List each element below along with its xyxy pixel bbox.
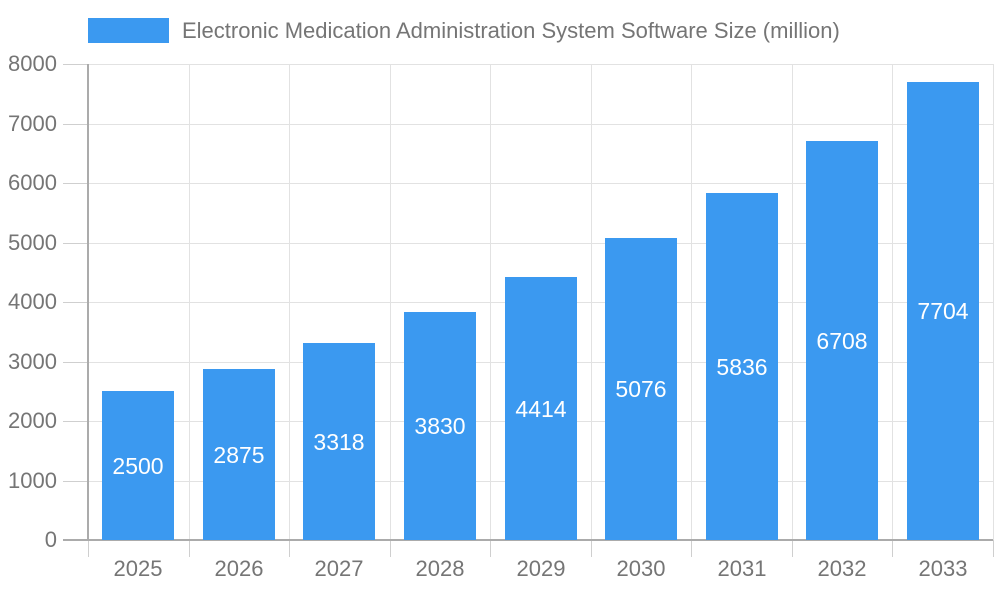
x-axis-label: 2029 [516, 556, 566, 581]
y-axis-label: 2000 [8, 408, 57, 433]
v-gridline [993, 64, 994, 540]
bar[interactable] [605, 238, 677, 540]
x-tick [189, 540, 190, 557]
bar[interactable] [404, 312, 476, 540]
bar-value-label: 2875 [213, 442, 265, 468]
x-tick [289, 540, 290, 557]
bar[interactable] [706, 193, 778, 540]
h-gridline [88, 64, 993, 65]
bar[interactable] [102, 391, 174, 540]
h-gridline [88, 183, 993, 184]
x-axis-label: 2033 [918, 556, 968, 581]
y-axis-label: 1000 [8, 468, 57, 493]
y-tick [63, 243, 88, 244]
bar[interactable] [303, 343, 375, 540]
x-axis-label: 2025 [113, 556, 163, 581]
bar[interactable] [203, 369, 275, 540]
x-axis-label: 2027 [314, 556, 364, 581]
y-axis-label: 6000 [8, 170, 57, 195]
v-gridline [691, 64, 692, 540]
bar-value-label: 3318 [313, 429, 365, 455]
y-tick [63, 421, 88, 422]
v-gridline [189, 64, 190, 540]
v-gridline [390, 64, 391, 540]
y-axis-label: 7000 [8, 111, 57, 136]
v-gridline [490, 64, 491, 540]
x-tick [993, 540, 994, 557]
v-gridline [591, 64, 592, 540]
y-axis-label: 8000 [8, 51, 57, 76]
x-tick [691, 540, 692, 557]
y-axis-label: 4000 [8, 289, 57, 314]
y-tick [63, 124, 88, 125]
x-axis-label: 2032 [817, 556, 867, 581]
bar[interactable] [907, 82, 979, 540]
x-axis-line [63, 539, 993, 541]
x-tick [390, 540, 391, 557]
x-axis-label: 2030 [616, 556, 666, 581]
y-tick [63, 183, 88, 184]
bar-value-label: 4414 [515, 396, 567, 422]
x-tick [591, 540, 592, 557]
bar-value-label: 5076 [615, 376, 667, 402]
y-axis-label: 3000 [8, 349, 57, 374]
h-gridline [88, 243, 993, 244]
bar-value-label: 6708 [816, 328, 868, 354]
x-axis-label: 2028 [415, 556, 465, 581]
x-tick [792, 540, 793, 557]
chart-title[interactable]: Electronic Medication Administration Sys… [182, 18, 840, 43]
v-gridline [792, 64, 793, 540]
y-axis-line [87, 64, 89, 540]
y-tick [63, 302, 88, 303]
bar-value-label: 2500 [112, 453, 164, 479]
bar-value-label: 3830 [414, 413, 466, 439]
y-axis-label: 5000 [8, 230, 57, 255]
legend-swatch[interactable] [88, 18, 169, 43]
y-tick [63, 64, 88, 65]
bar-value-label: 5836 [716, 354, 768, 380]
x-tick [88, 540, 89, 557]
x-axis-label: 2031 [717, 556, 767, 581]
bar[interactable] [806, 141, 878, 540]
x-tick [892, 540, 893, 557]
h-gridline [88, 124, 993, 125]
x-axis-label: 2026 [214, 556, 264, 581]
y-tick [63, 481, 88, 482]
y-axis-label: 0 [44, 527, 57, 552]
bar[interactable] [505, 277, 577, 540]
v-gridline [892, 64, 893, 540]
y-tick [63, 362, 88, 363]
bar-value-label: 7704 [917, 298, 969, 324]
x-tick [490, 540, 491, 557]
v-gridline [289, 64, 290, 540]
